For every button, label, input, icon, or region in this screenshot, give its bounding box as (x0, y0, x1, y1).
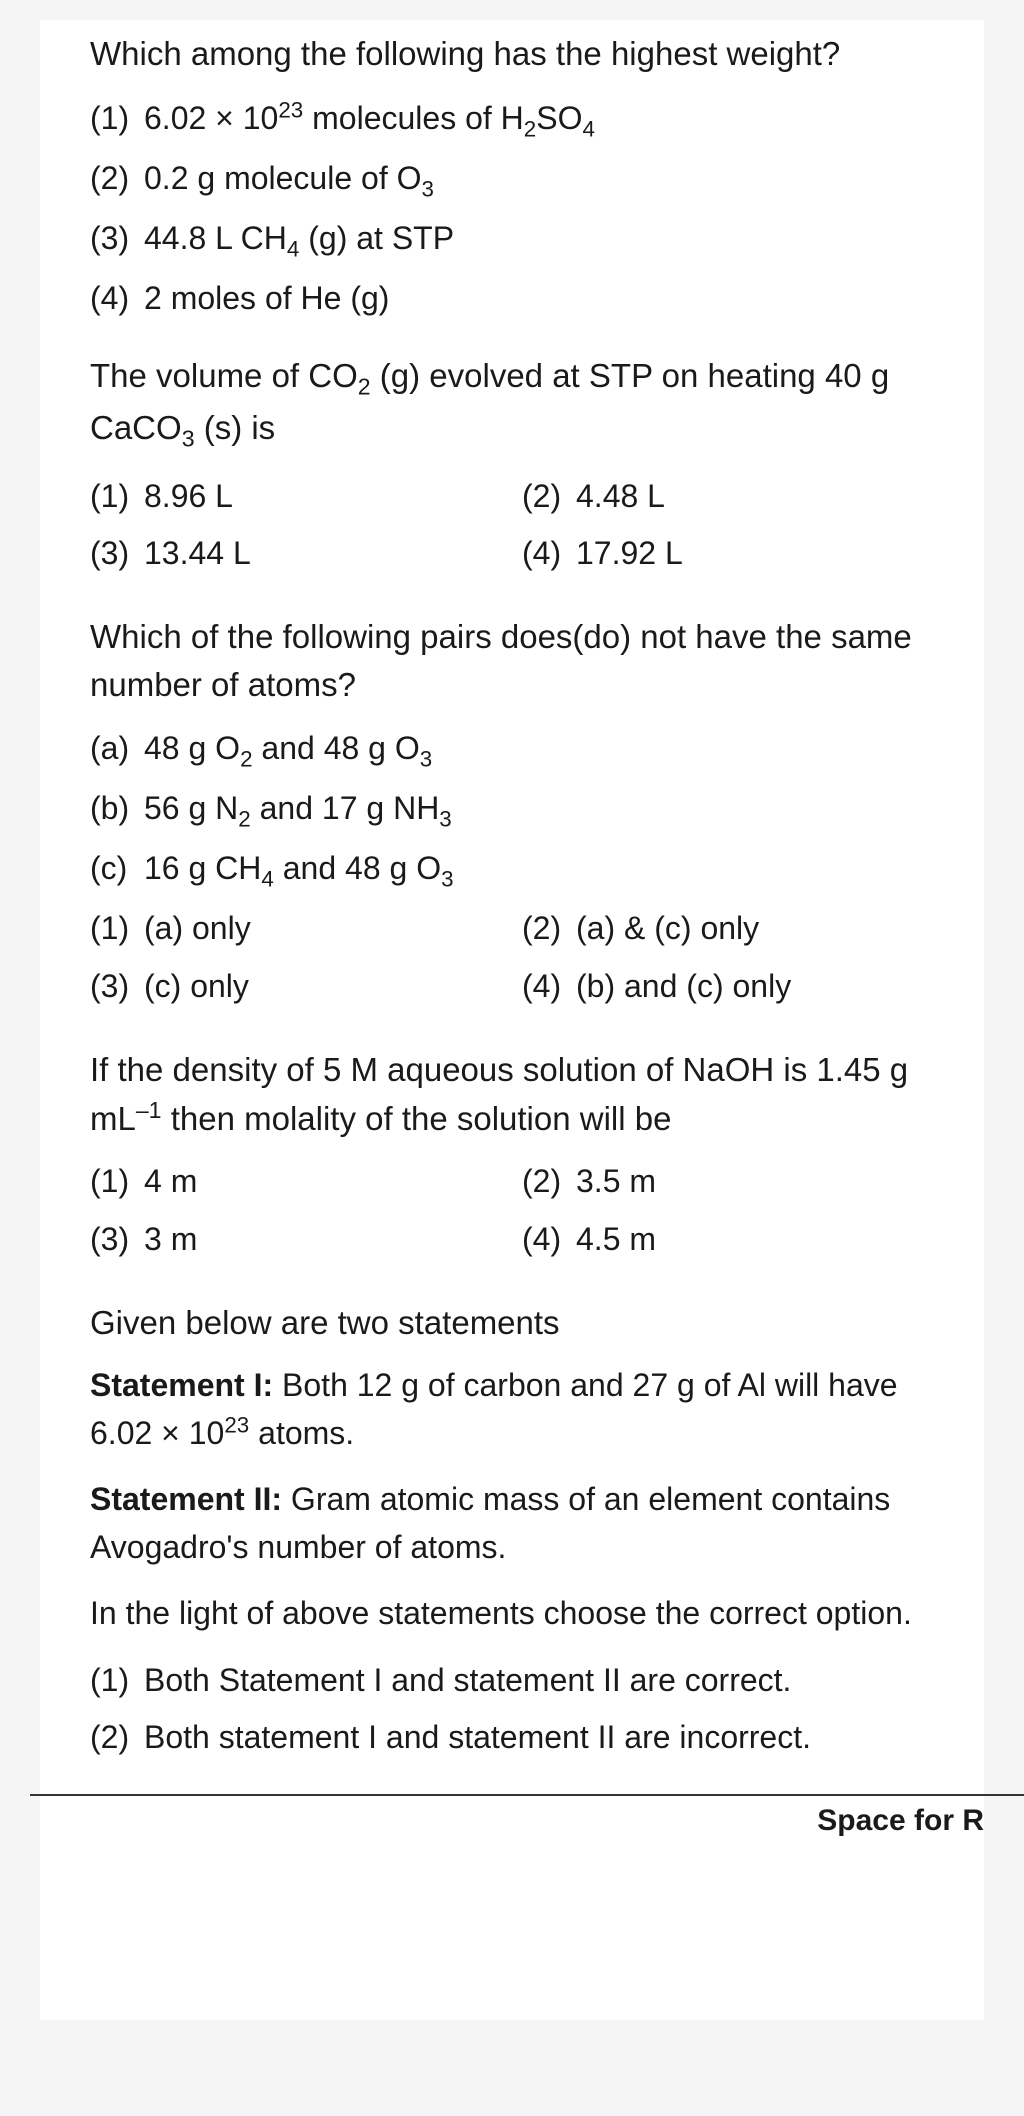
question-text: Which of the following pairs does(do) no… (90, 613, 954, 709)
question-text: If the density of 5 M aqueous solution o… (90, 1046, 954, 1143)
option-content: 48 g O2 and 48 g O3 (144, 730, 432, 766)
option-number: (1) (90, 471, 144, 522)
option-content: 4.48 L (576, 478, 665, 514)
option-letter: (a) (90, 723, 144, 774)
option-2: (2)4.48 L (522, 471, 954, 522)
option-3: (3)(c) only (90, 961, 522, 1012)
option-content: (c) only (144, 968, 249, 1004)
options-list: (1)4 m (2)3.5 m (3)3 m (4)4.5 m (90, 1156, 954, 1270)
option-content: 4 m (144, 1163, 197, 1199)
option-number: (1) (90, 93, 144, 144)
options-list: (1)Both Statement I and statement II are… (90, 1655, 954, 1763)
option-3: (3)3 m (90, 1214, 522, 1265)
option-content: (a) & (c) only (576, 910, 759, 946)
option-1: (1)(a) only (90, 903, 522, 954)
option-2: (2)(a) & (c) only (522, 903, 954, 954)
option-content: 2 moles of He (g) (144, 280, 389, 316)
sub-option-a: (a)48 g O2 and 48 g O3 (90, 723, 954, 777)
followup-text: In the light of above statements choose … (90, 1589, 954, 1637)
option-content: 0.2 g molecule of O3 (144, 160, 434, 196)
options-list: (1)8.96 L (2)4.48 L (3)13.44 L (4)17.92 … (90, 471, 954, 585)
option-content: 44.8 L CH4 (g) at STP (144, 220, 454, 256)
statement-2: Statement II: Gram atomic mass of an ele… (90, 1475, 954, 1571)
option-number: (4) (522, 1214, 576, 1265)
question-1: Which among the following has the highes… (90, 30, 954, 324)
question-text: Given below are two statements (90, 1299, 954, 1347)
sub-options: (a)48 g O2 and 48 g O3 (b)56 g N2 and 17… (90, 723, 954, 898)
question-3: Which of the following pairs does(do) no… (90, 613, 954, 1018)
statement-label: Statement II: (90, 1481, 282, 1517)
question-2: The volume of CO2 (g) evolved at STP on … (90, 352, 954, 585)
option-content: Both statement I and statement II are in… (144, 1719, 811, 1755)
option-4: (4)2 moles of He (g) (90, 273, 954, 324)
option-content: 16 g CH4 and 48 g O3 (144, 850, 454, 886)
page-container: Which among the following has the highes… (40, 20, 984, 2020)
option-2: (2)3.5 m (522, 1156, 954, 1207)
option-3: (3)44.8 L CH4 (g) at STP (90, 213, 954, 267)
question-text: Which among the following has the highes… (90, 30, 954, 78)
option-content: 13.44 L (144, 535, 251, 571)
options-list: (1)6.02 × 1023 molecules of H2SO4 (2)0.2… (90, 92, 954, 325)
option-number: (4) (90, 273, 144, 324)
option-2: (2)Both statement I and statement II are… (90, 1712, 954, 1763)
option-content: 56 g N2 and 17 g NH3 (144, 790, 452, 826)
option-number: (3) (90, 213, 144, 264)
divider-line (30, 1794, 1024, 1796)
question-4: If the density of 5 M aqueous solution o… (90, 1046, 954, 1271)
statement-label: Statement I: (90, 1367, 273, 1403)
question-5: Given below are two statements Statement… (90, 1299, 954, 1764)
option-4: (4)17.92 L (522, 528, 954, 579)
option-letter: (b) (90, 783, 144, 834)
option-number: (3) (90, 528, 144, 579)
option-content: Both Statement I and statement II are co… (144, 1662, 791, 1698)
question-text: The volume of CO2 (g) evolved at STP on … (90, 352, 954, 456)
option-number: (2) (90, 153, 144, 204)
sub-option-c: (c)16 g CH4 and 48 g O3 (90, 843, 954, 897)
option-4: (4)4.5 m (522, 1214, 954, 1265)
option-number: (4) (522, 961, 576, 1012)
sub-option-b: (b)56 g N2 and 17 g NH3 (90, 783, 954, 837)
option-number: (2) (90, 1712, 144, 1763)
option-content: 3 m (144, 1221, 197, 1257)
option-number: (3) (90, 961, 144, 1012)
option-content: 3.5 m (576, 1163, 656, 1199)
option-1: (1)6.02 × 1023 molecules of H2SO4 (90, 92, 954, 147)
options-list: (1)(a) only (2)(a) & (c) only (3)(c) onl… (90, 903, 954, 1017)
option-3: (3)13.44 L (90, 528, 522, 579)
option-letter: (c) (90, 843, 144, 894)
option-content: 4.5 m (576, 1221, 656, 1257)
option-content: (b) and (c) only (576, 968, 791, 1004)
option-content: 6.02 × 1023 molecules of H2SO4 (144, 100, 595, 136)
option-number: (2) (522, 903, 576, 954)
statement-1: Statement I: Both 12 g of carbon and 27 … (90, 1361, 954, 1458)
option-content: 17.92 L (576, 535, 683, 571)
option-number: (1) (90, 1655, 144, 1706)
option-4: (4)(b) and (c) only (522, 961, 954, 1012)
option-number: (4) (522, 528, 576, 579)
option-1: (1)Both Statement I and statement II are… (90, 1655, 954, 1706)
option-number: (1) (90, 903, 144, 954)
option-1: (1)4 m (90, 1156, 522, 1207)
option-number: (3) (90, 1214, 144, 1265)
option-content: (a) only (144, 910, 251, 946)
footer-text: Space for R (90, 1804, 984, 1838)
option-content: 8.96 L (144, 478, 233, 514)
option-1: (1)8.96 L (90, 471, 522, 522)
option-2: (2)0.2 g molecule of O3 (90, 153, 954, 207)
option-number: (2) (522, 471, 576, 522)
option-number: (2) (522, 1156, 576, 1207)
option-number: (1) (90, 1156, 144, 1207)
